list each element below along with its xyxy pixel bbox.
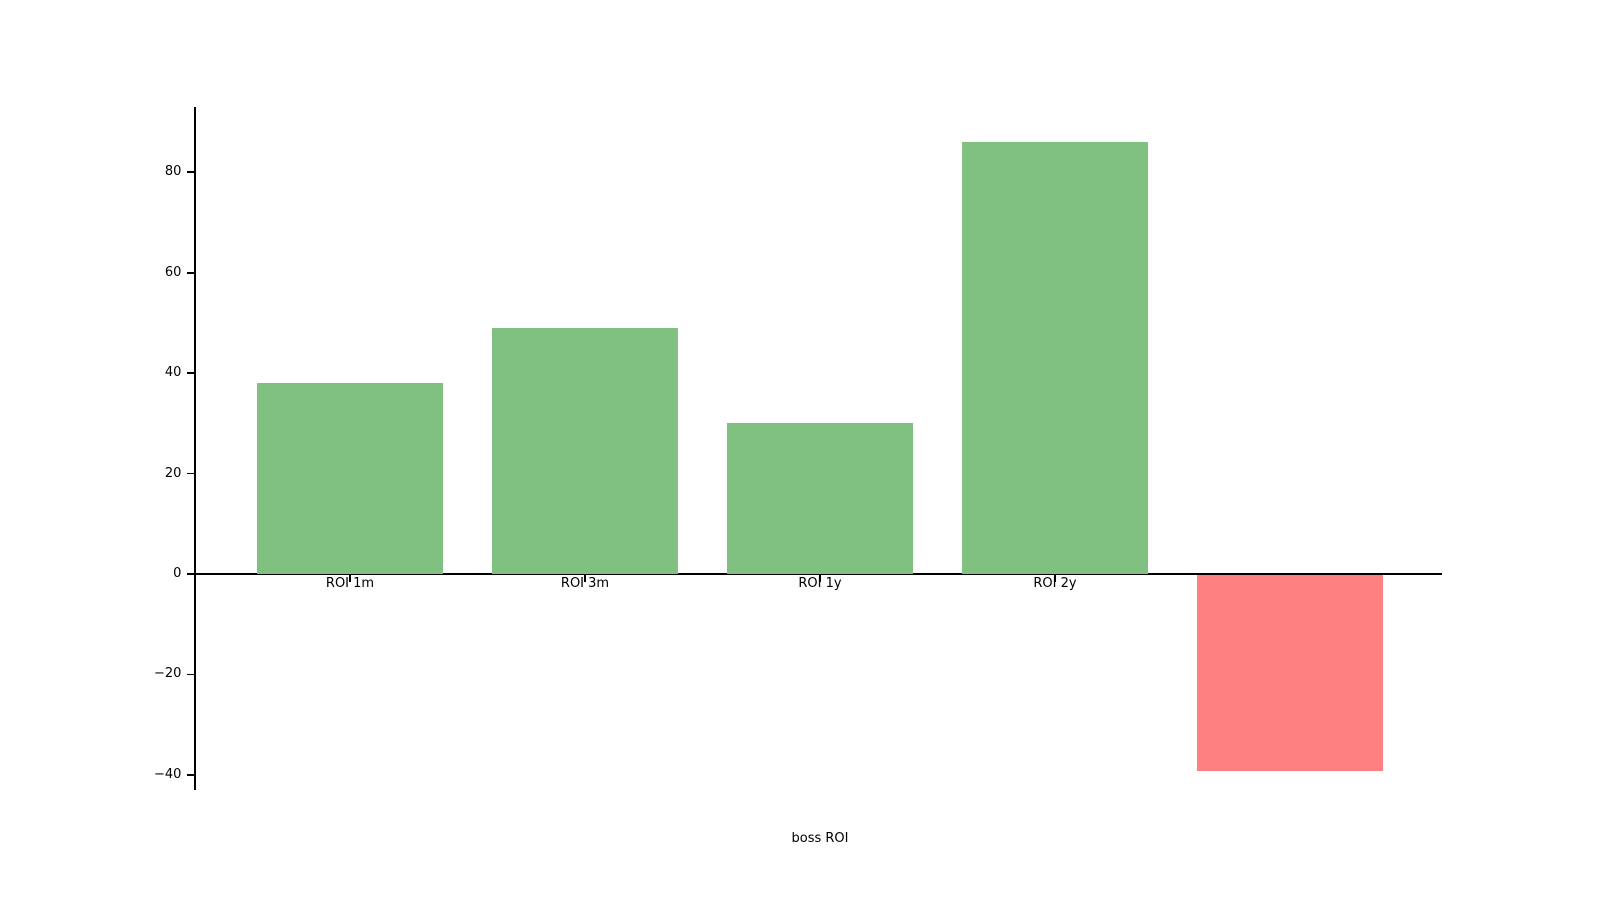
y-tick-label: 20 xyxy=(164,465,182,481)
x-axis-title: boss ROI xyxy=(791,831,849,846)
x-tick-label: ROI 2y xyxy=(1033,576,1077,592)
y-tick-label: −20 xyxy=(153,666,182,682)
x-tick-label: ROI 3m xyxy=(560,576,610,592)
y-tick xyxy=(187,271,195,274)
x-tick-label: ROI 1y xyxy=(798,576,842,592)
x-tick xyxy=(349,574,351,582)
chart-bar xyxy=(962,142,1148,575)
y-tick-label: 60 xyxy=(164,264,182,280)
y-tick xyxy=(187,573,195,575)
y-tick xyxy=(187,372,195,374)
x-axis-line xyxy=(196,573,1442,575)
chart-bar xyxy=(492,327,678,575)
x-tick xyxy=(584,574,586,582)
y-tick xyxy=(187,673,195,676)
chart-bar xyxy=(257,383,443,575)
y-axis-spine xyxy=(194,107,196,790)
x-tick-label: ROI 1m xyxy=(325,576,375,592)
chart-bar xyxy=(1197,574,1383,771)
x-tick xyxy=(819,574,821,582)
y-tick xyxy=(187,774,195,776)
chart-bar xyxy=(727,423,913,575)
y-tick-label: 80 xyxy=(164,164,182,180)
y-tick-label: 0 xyxy=(173,566,182,582)
y-tick xyxy=(187,171,195,174)
x-tick xyxy=(1054,574,1056,582)
y-tick-label: 40 xyxy=(164,365,182,381)
y-tick-label: −40 xyxy=(153,766,182,782)
y-tick xyxy=(187,472,195,475)
